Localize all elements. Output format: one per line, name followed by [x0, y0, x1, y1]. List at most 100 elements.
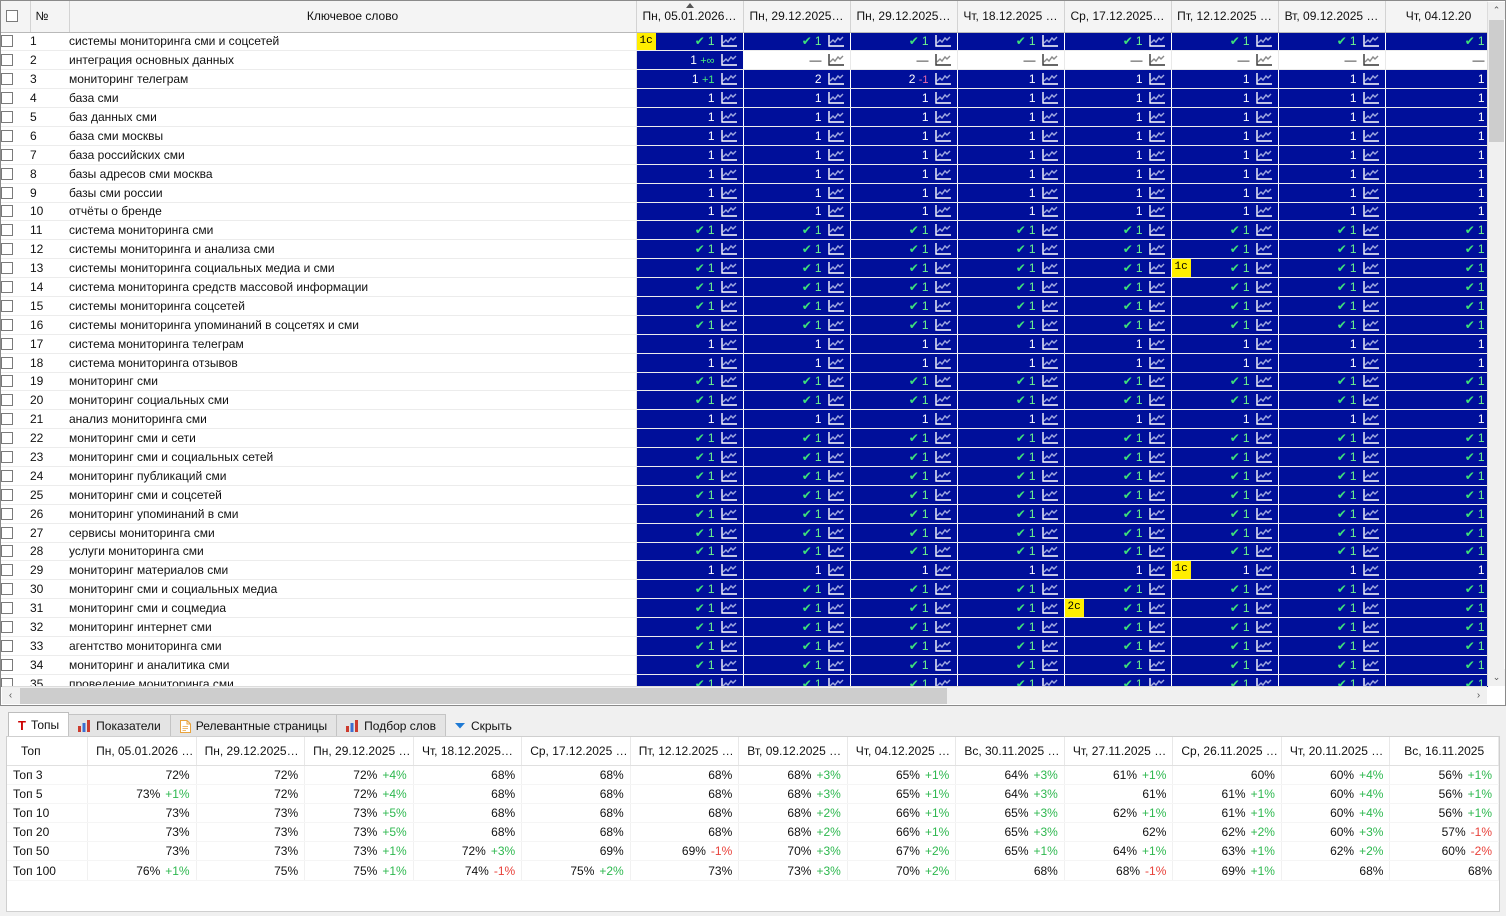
sparkline-chart-icon[interactable]: [1362, 186, 1380, 200]
position-cell[interactable]: ✔ 1: [850, 485, 958, 505]
position-cell[interactable]: ✔ 1: [636, 617, 744, 637]
keyword-cell[interactable]: мониторинг сми и соцсетей: [69, 485, 637, 505]
row-checkbox[interactable]: [1, 205, 13, 218]
position-cell[interactable]: 1: [1171, 69, 1279, 90]
position-cell[interactable]: 1: [1278, 560, 1386, 581]
sparkline-chart-icon[interactable]: [1255, 450, 1273, 464]
position-cell[interactable]: ✔ 1: [743, 277, 851, 297]
sparkline-chart-icon[interactable]: [1362, 261, 1380, 275]
tops-cell[interactable]: 62%: [1064, 822, 1174, 843]
keyword-cell[interactable]: база сми: [69, 88, 637, 109]
sparkline-chart-icon[interactable]: [1148, 91, 1166, 105]
position-cell[interactable]: —: [1171, 50, 1279, 71]
sparkline-chart-icon[interactable]: [1362, 148, 1380, 162]
keyword-cell[interactable]: система мониторинга отзывов: [69, 353, 637, 373]
position-cell[interactable]: ✔ 1: [957, 636, 1065, 656]
sparkline-chart-icon[interactable]: [720, 450, 738, 464]
sparkline-chart-icon[interactable]: [934, 261, 952, 275]
tops-cell[interactable]: 60% -2%: [1389, 841, 1499, 862]
keyword-cell[interactable]: система мониторинга средств массовой инф…: [69, 277, 637, 297]
tops-cell[interactable]: 73%: [87, 803, 197, 824]
position-cell[interactable]: ✔ 1: [1064, 504, 1172, 524]
tops-cell[interactable]: 65% +1%: [955, 841, 1065, 862]
sparkline-chart-icon[interactable]: [827, 469, 845, 483]
position-cell[interactable]: ✔ 1: [1171, 674, 1279, 687]
tops-cell[interactable]: 69% -1%: [630, 841, 740, 862]
sparkline-chart-icon[interactable]: [1362, 450, 1380, 464]
sparkline-chart-icon[interactable]: [827, 412, 845, 426]
sparkline-chart-icon[interactable]: [1255, 318, 1273, 332]
sparkline-chart-icon[interactable]: [1041, 450, 1059, 464]
column-header-date-7[interactable]: Чт, 04.12.20: [1385, 1, 1488, 33]
table-row[interactable]: 30 мониторинг сми и социальных медиа ✔ 1 ✔ 1 ✔…: [1, 579, 1488, 600]
tops-cell[interactable]: 70% +2%: [847, 860, 957, 881]
position-cell[interactable]: ✔ 1: [636, 485, 744, 505]
position-cell[interactable]: ✔ 1: [1385, 523, 1488, 543]
row-checkbox[interactable]: [1, 488, 13, 501]
position-cell[interactable]: ✔ 1: [957, 220, 1065, 241]
position-cell[interactable]: ✔ 1: [1278, 372, 1386, 392]
position-cell[interactable]: ✔ 1: [1278, 674, 1386, 687]
tops-cell[interactable]: 61%: [1064, 784, 1174, 804]
grid-horizontal-scrollbar[interactable]: ‹ ›: [2, 686, 1487, 704]
tops-cell[interactable]: 67% +2%: [847, 841, 957, 862]
tops-column-header-1[interactable]: Пн, 29.12.2025…: [196, 737, 306, 766]
sparkline-chart-icon[interactable]: [934, 280, 952, 294]
tops-cell[interactable]: 73% +5%: [304, 803, 414, 824]
row-select-cell[interactable]: [1, 32, 30, 52]
position-cell[interactable]: ✔ 1: [957, 485, 1065, 505]
position-cell[interactable]: ✔ 1: [1385, 220, 1488, 241]
position-cell[interactable]: ✔ 1: [636, 390, 744, 411]
sparkline-chart-icon[interactable]: [827, 223, 845, 237]
sparkline-chart-icon[interactable]: [1148, 356, 1166, 370]
position-cell[interactable]: 1: [1171, 409, 1279, 430]
sparkline-chart-icon[interactable]: [1255, 582, 1273, 596]
position-cell[interactable]: 1: [636, 145, 744, 165]
position-cell[interactable]: ✔ 1: [1385, 579, 1488, 600]
position-cell[interactable]: ✔ 1: [1064, 485, 1172, 505]
sparkline-chart-icon[interactable]: [827, 261, 845, 275]
position-cell[interactable]: ✔ 1: [1064, 390, 1172, 411]
position-cell[interactable]: ✔ 1: [957, 542, 1065, 562]
keyword-cell[interactable]: системы мониторинга социальных медиа и с…: [69, 258, 637, 279]
sparkline-chart-icon[interactable]: [720, 129, 738, 143]
position-cell[interactable]: 1: [743, 107, 851, 127]
sparkline-chart-icon[interactable]: [1362, 204, 1380, 218]
position-cell[interactable]: 1: [1278, 69, 1386, 90]
position-cell[interactable]: ✔ 1: [1278, 598, 1386, 619]
row-select-cell[interactable]: [1, 50, 30, 71]
position-cell[interactable]: ✔ 1: [743, 598, 851, 619]
sparkline-chart-icon[interactable]: [827, 72, 845, 86]
sparkline-chart-icon[interactable]: [720, 72, 738, 86]
position-cell[interactable]: 1: [850, 107, 958, 127]
tops-row[interactable]: Топ 50 73% 73% 73% +1% 72% +3% 69% 69% -1% 70% +3% 6…: [7, 841, 1499, 862]
sparkline-chart-icon[interactable]: [1041, 72, 1059, 86]
position-cell[interactable]: ✔ 1: [1278, 579, 1386, 600]
sparkline-chart-icon[interactable]: [1041, 318, 1059, 332]
table-row[interactable]: 21 анализ мониторинга сми 1 1 1 1 1 1 1 1: [1, 409, 1488, 430]
keyword-cell[interactable]: база сми москвы: [69, 126, 637, 146]
position-cell[interactable]: ✔ 1: [957, 447, 1065, 467]
row-select-cell[interactable]: [1, 617, 30, 637]
sparkline-chart-icon[interactable]: [827, 582, 845, 596]
tops-cell[interactable]: 60% +4%: [1281, 803, 1391, 824]
sparkline-chart-icon[interactable]: [1255, 601, 1273, 615]
sparkline-chart-icon[interactable]: [1041, 639, 1059, 653]
keyword-cell[interactable]: мониторинг материалов сми: [69, 560, 637, 581]
tops-column-header-12[interactable]: Вс, 16.11.2025: [1389, 737, 1499, 766]
keyword-cell[interactable]: анализ мониторинга сми: [69, 409, 637, 430]
tops-row[interactable]: Топ 20 73% 73% 73% +5% 68% 68% 68% 68% +2% 66% +1% 6…: [7, 822, 1499, 843]
position-cell[interactable]: ✔ 1: [743, 315, 851, 335]
tops-cell[interactable]: 64% +3%: [955, 784, 1065, 804]
position-cell[interactable]: ✔ 1: [957, 239, 1065, 260]
table-row[interactable]: 2 интеграция основных данных 1 +∞ — — — — — — —: [1, 50, 1488, 71]
tops-column-header-3[interactable]: Чт, 18.12.2025…: [413, 737, 523, 766]
position-cell[interactable]: ✔ 1: [1171, 277, 1279, 297]
sparkline-chart-icon[interactable]: [1041, 337, 1059, 351]
row-select-cell[interactable]: [1, 239, 30, 260]
select-all-header[interactable]: [1, 1, 31, 33]
table-row[interactable]: 20 мониторинг социальных сми ✔ 1 ✔ 1 ✔ 1 ✔ 1 ✔ 1 ✔ 1 ✔…: [1, 390, 1488, 411]
sparkline-chart-icon[interactable]: [1148, 110, 1166, 124]
position-cell[interactable]: ✔ 1: [957, 598, 1065, 619]
sparkline-chart-icon[interactable]: [1041, 129, 1059, 143]
